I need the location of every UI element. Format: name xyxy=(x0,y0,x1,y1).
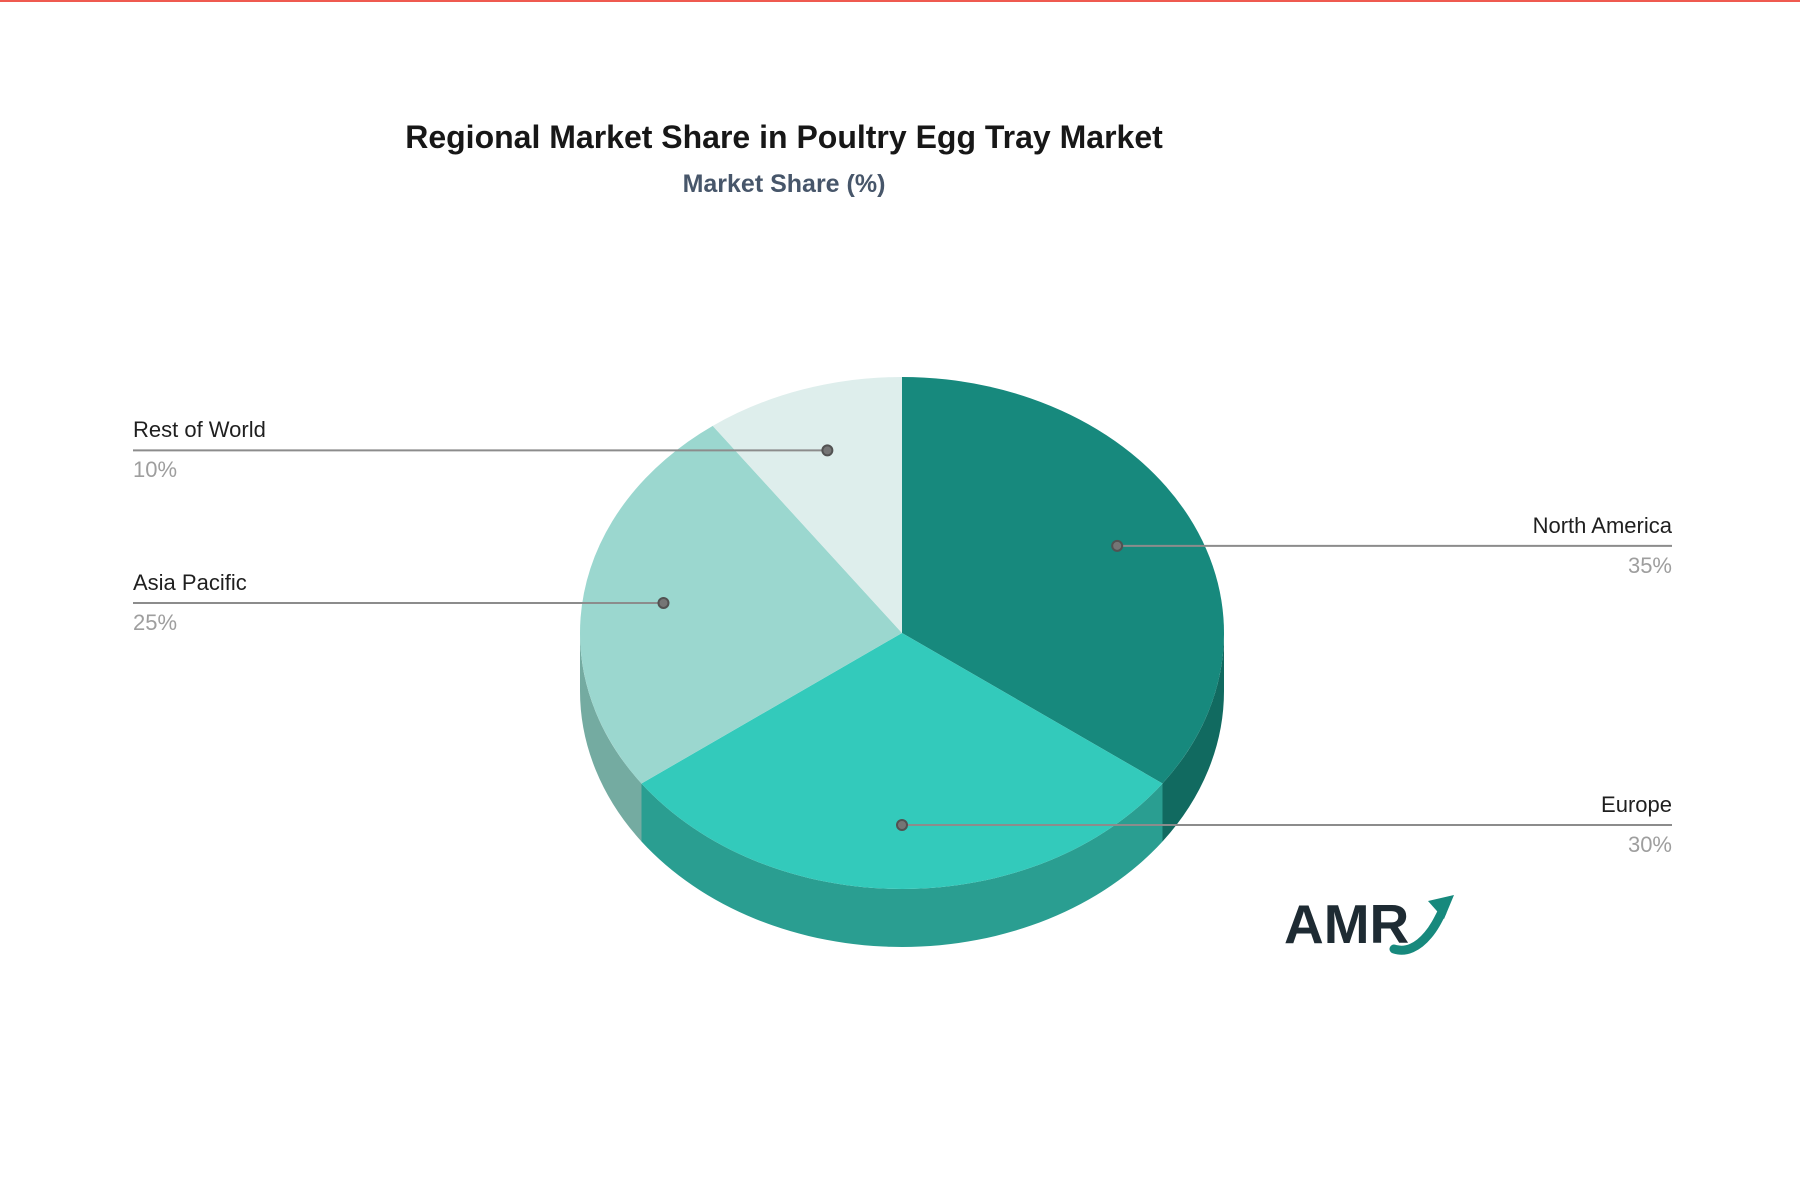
slice-name-europe: Europe xyxy=(1601,792,1672,817)
pie-slice-rest-of-world[interactable] xyxy=(712,377,902,633)
leader-dot-north-america xyxy=(1111,539,1124,552)
slice-pct-north-america: 35% xyxy=(1627,552,1672,578)
pie-wall-europe xyxy=(641,783,1163,947)
pie-wall-north-america xyxy=(1162,633,1224,842)
amr-logo-arrow-icon xyxy=(1389,895,1454,955)
pie-slice-north-america[interactable] xyxy=(902,377,1224,784)
slice-pct-asia-pacific: 25% xyxy=(133,609,178,635)
chart-subtitle: Market Share (%) xyxy=(682,170,886,198)
pie-slice-asia-pacific[interactable] xyxy=(580,425,902,784)
top-border xyxy=(0,0,1800,2)
leader-dot-rest-of-world xyxy=(821,444,834,457)
amr-logo-text: AMR xyxy=(1284,893,1410,955)
slice-pct-europe: 30% xyxy=(1627,832,1672,857)
amr-logo: AMR xyxy=(1284,893,1459,971)
leader-dot-europe xyxy=(896,819,908,831)
slice-pct-rest-of-world: 10% xyxy=(133,457,178,483)
slice-name-north-america: North America xyxy=(1532,512,1672,538)
slice-name-rest-of-world: Rest of World xyxy=(133,417,266,443)
chart-title: Regional Market Share in Poultry Egg Tra… xyxy=(405,119,1163,155)
slice-name-asia-pacific: Asia Pacific xyxy=(133,569,247,595)
pie-wall-asia-pacific xyxy=(580,633,642,842)
chart-header: Regional Market Share in Poultry Egg Tra… xyxy=(0,118,1568,199)
leader-dot-asia-pacific xyxy=(657,596,670,609)
